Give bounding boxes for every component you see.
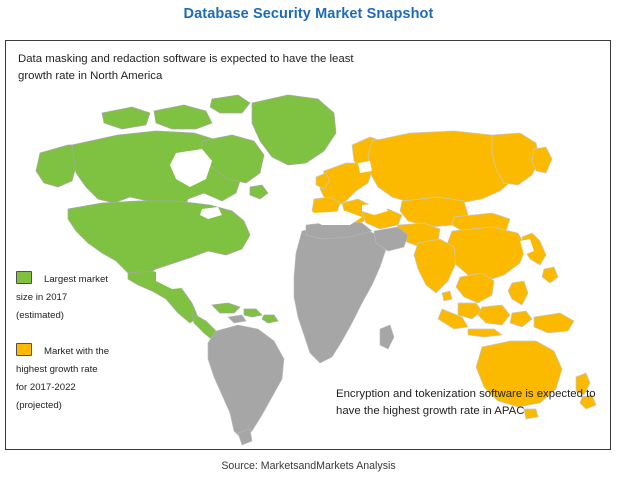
legend-item-highest-growth: Market with the highest growth rate for … (16, 341, 186, 413)
annotation-north-america: Data masking and redaction software is e… (18, 53, 354, 82)
page-title: Database Security Market Snapshot (183, 6, 434, 22)
map-panel: Data masking and redaction software is e… (5, 40, 611, 450)
annotation-apac: Encryption and tokenization software is … (336, 388, 596, 417)
source-note: Source: MarketsandMarkets Analysis (221, 460, 396, 472)
map-legend: Largest market size in 2017 (estimated) … (16, 269, 186, 431)
map-ocean-cutouts (156, 149, 534, 289)
legend-label-highest-growth: Market with the highest growth rate for … (16, 346, 110, 411)
legend-item-largest-market: Largest market size in 2017 (estimated) (16, 269, 186, 323)
map-orange-regions (311, 130, 597, 420)
legend-swatch-green-icon (16, 271, 32, 284)
legend-swatch-orange-icon (16, 343, 32, 356)
legend-label-largest-market: Largest market size in 2017 (estimated) (16, 274, 108, 321)
